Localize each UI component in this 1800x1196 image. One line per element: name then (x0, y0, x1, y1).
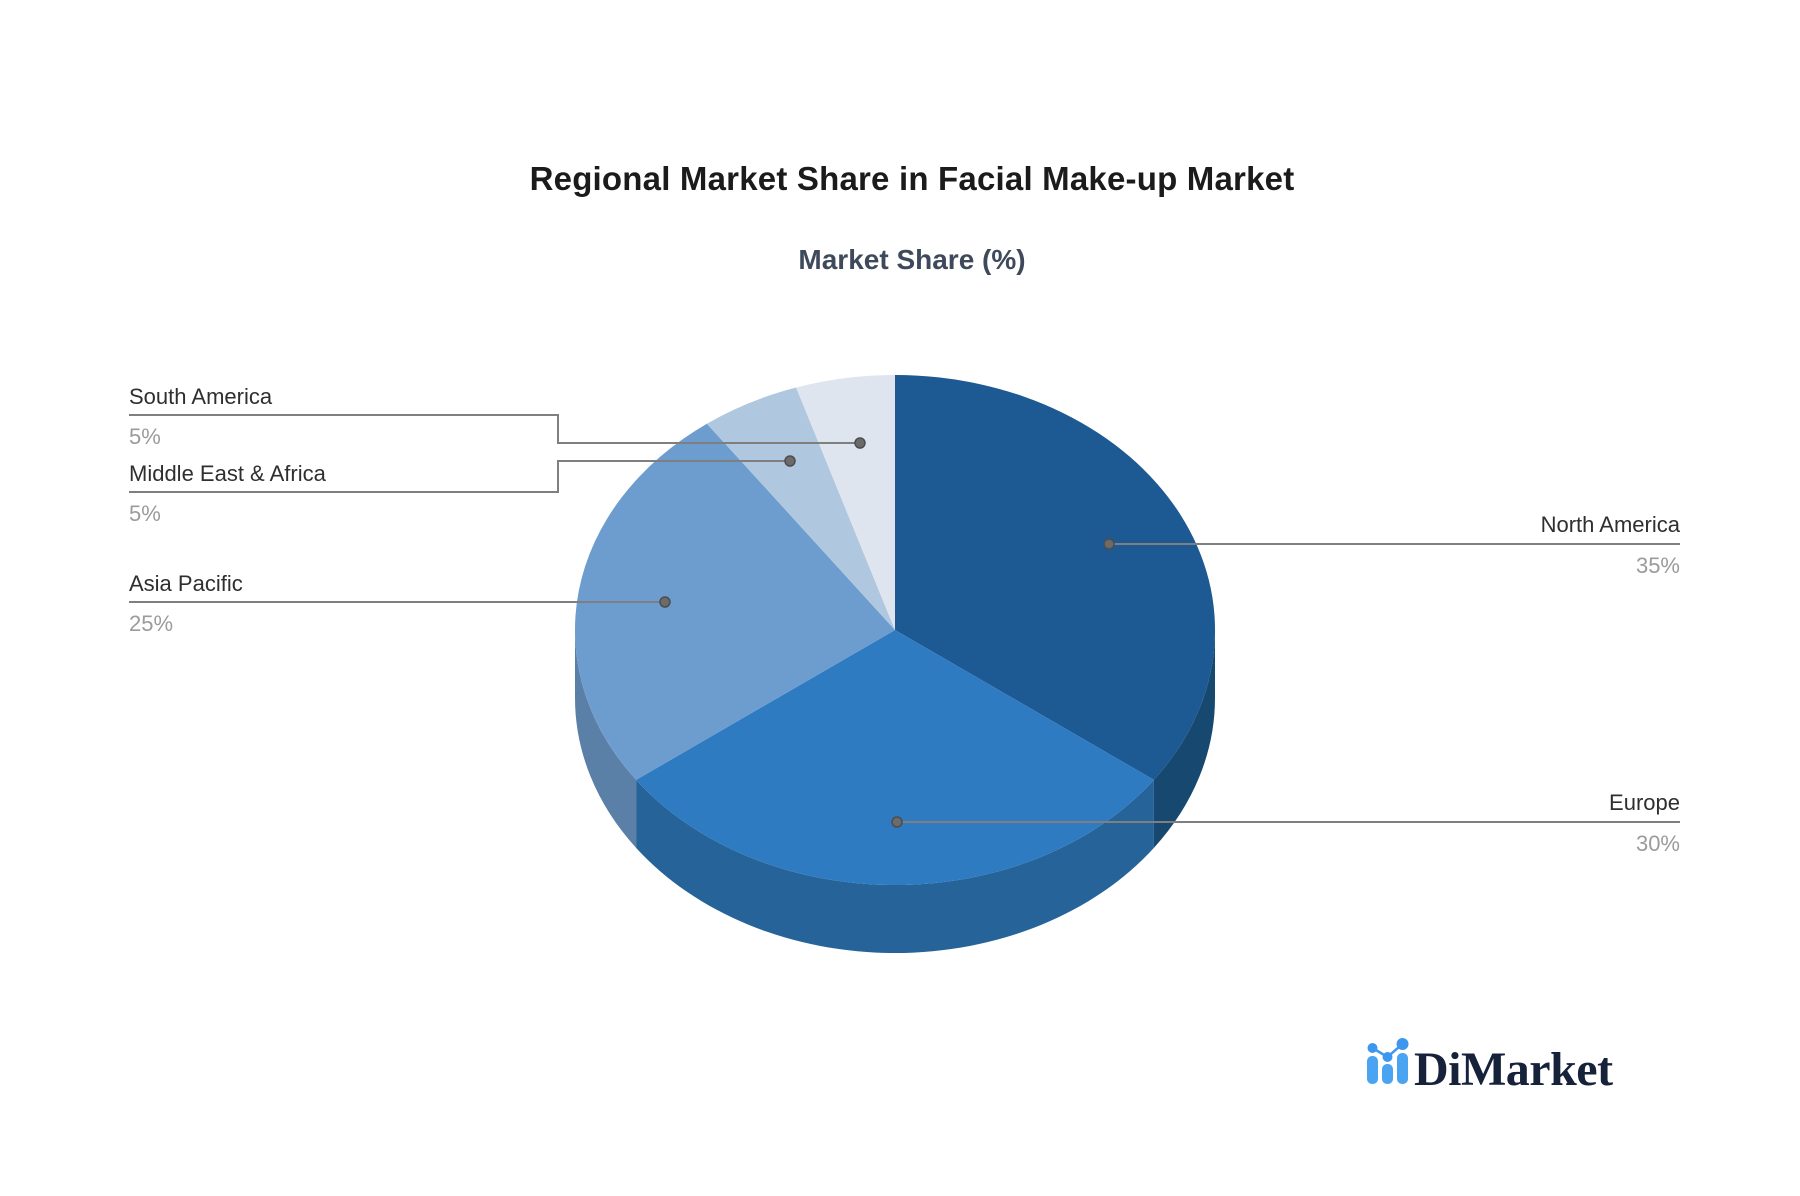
pie-slice-side-asia-pacific[interactable] (575, 630, 637, 848)
slice-value-middle-east-africa: 5% (129, 501, 161, 526)
slice-value-south-america: 5% (129, 424, 161, 449)
slice-label-south-america: South America (129, 384, 273, 409)
brand-logo: DiMarket (1362, 1038, 1642, 1108)
connector-dot-south-america (854, 437, 866, 449)
pie-slice-side-north-america[interactable] (1153, 630, 1215, 848)
chart-subtitle: Market Share (%) (798, 244, 1026, 275)
connector-dot-middle-east-africa (784, 455, 796, 467)
brand-logo-text: DiMarket (1414, 1043, 1613, 1096)
slice-value-asia-pacific: 25% (129, 611, 174, 636)
bar-chart-sparkline-icon (1367, 1038, 1409, 1084)
slice-label-europe: Europe (1609, 790, 1680, 815)
pie-slice-middle-east-and-africa[interactable] (706, 387, 895, 631)
connector-dot-asia-pacific (659, 596, 671, 608)
pie-slice-asia-pacific[interactable] (574, 423, 895, 780)
pie-slice-side-europe[interactable] (636, 779, 1154, 954)
connector-south-america (129, 414, 860, 444)
connector-dot-north-america (1103, 538, 1115, 550)
connector-middle-east-africa (129, 460, 790, 493)
pie-slice-south-america[interactable] (796, 375, 895, 630)
chart-title: Regional Market Share in Facial Make-up … (529, 160, 1295, 197)
slice-label-middle-east-africa: Middle East & Africa (129, 461, 326, 486)
slice-value-north-america: 35% (1635, 553, 1680, 578)
slice-label-north-america: North America (1540, 512, 1680, 537)
pie-slice-north-america[interactable] (895, 375, 1216, 780)
slice-label-asia-pacific: Asia Pacific (129, 571, 243, 596)
slice-value-europe: 30% (1635, 831, 1680, 856)
connector-dot-europe (891, 816, 903, 828)
